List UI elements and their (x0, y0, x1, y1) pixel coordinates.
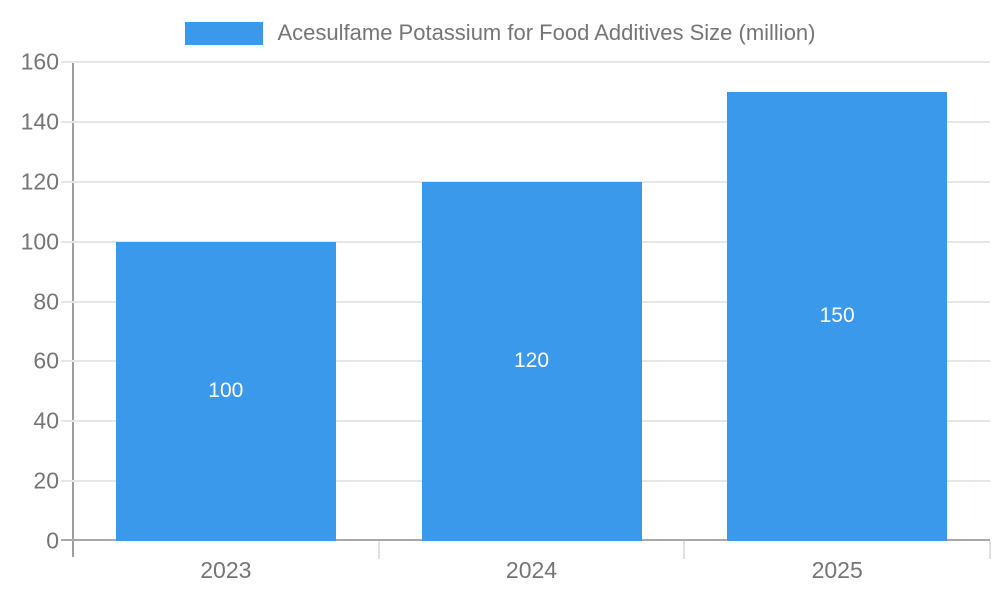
y-tick-mark (61, 120, 73, 123)
y-tick-mark (61, 180, 73, 183)
gridline-y-160 (73, 61, 990, 63)
x-axis-label-2024: 2024 (505, 557, 558, 583)
x-axis-label-2023: 2023 (200, 557, 252, 583)
gridline-y-140 (73, 120, 990, 123)
y-axis-label-100: 100 (20, 228, 59, 255)
y-tick-mark (61, 420, 73, 423)
y-axis-label-40: 40 (33, 407, 59, 434)
bar-2025 (727, 91, 948, 541)
x-axis-label-2025: 2025 (811, 557, 863, 583)
y-axis-label-120: 120 (20, 168, 59, 195)
y-axis-label-60: 60 (33, 347, 59, 374)
y-axis-label-80: 80 (33, 288, 59, 314)
y-tick-mark (61, 240, 73, 243)
bar-value-label-2025: 150 (819, 304, 855, 328)
plot-area: 0 20 40 60 80 100 120 140 160 100 2023 120 2024 150 20… (21, 49, 991, 583)
x-tick-mark (377, 541, 380, 559)
y-axis-line (72, 62, 74, 557)
bar-2023 (115, 241, 336, 541)
y-tick-mark (61, 300, 73, 303)
bar-value-label-2023: 100 (208, 379, 244, 403)
y-axis-label-160: 160 (20, 48, 59, 75)
y-tick-mark (61, 61, 73, 63)
chart-title: Acesulfame Potassium for Food Additives … (277, 20, 816, 45)
y-tick-mark (61, 480, 73, 483)
bar-2024 (421, 181, 642, 541)
legend: Acesulfame Potassium for Food Additives … (0, 18, 1000, 48)
legend-swatch-icon (184, 21, 263, 45)
y-tick-mark (61, 360, 73, 363)
y-axis-label-20: 20 (33, 467, 59, 494)
x-tick-mark (683, 541, 686, 559)
y-axis-label-140: 140 (20, 108, 59, 135)
y-axis-label-0: 0 (46, 527, 59, 554)
bar-value-label-2024: 120 (513, 349, 550, 373)
x-tick-mark (989, 541, 991, 559)
